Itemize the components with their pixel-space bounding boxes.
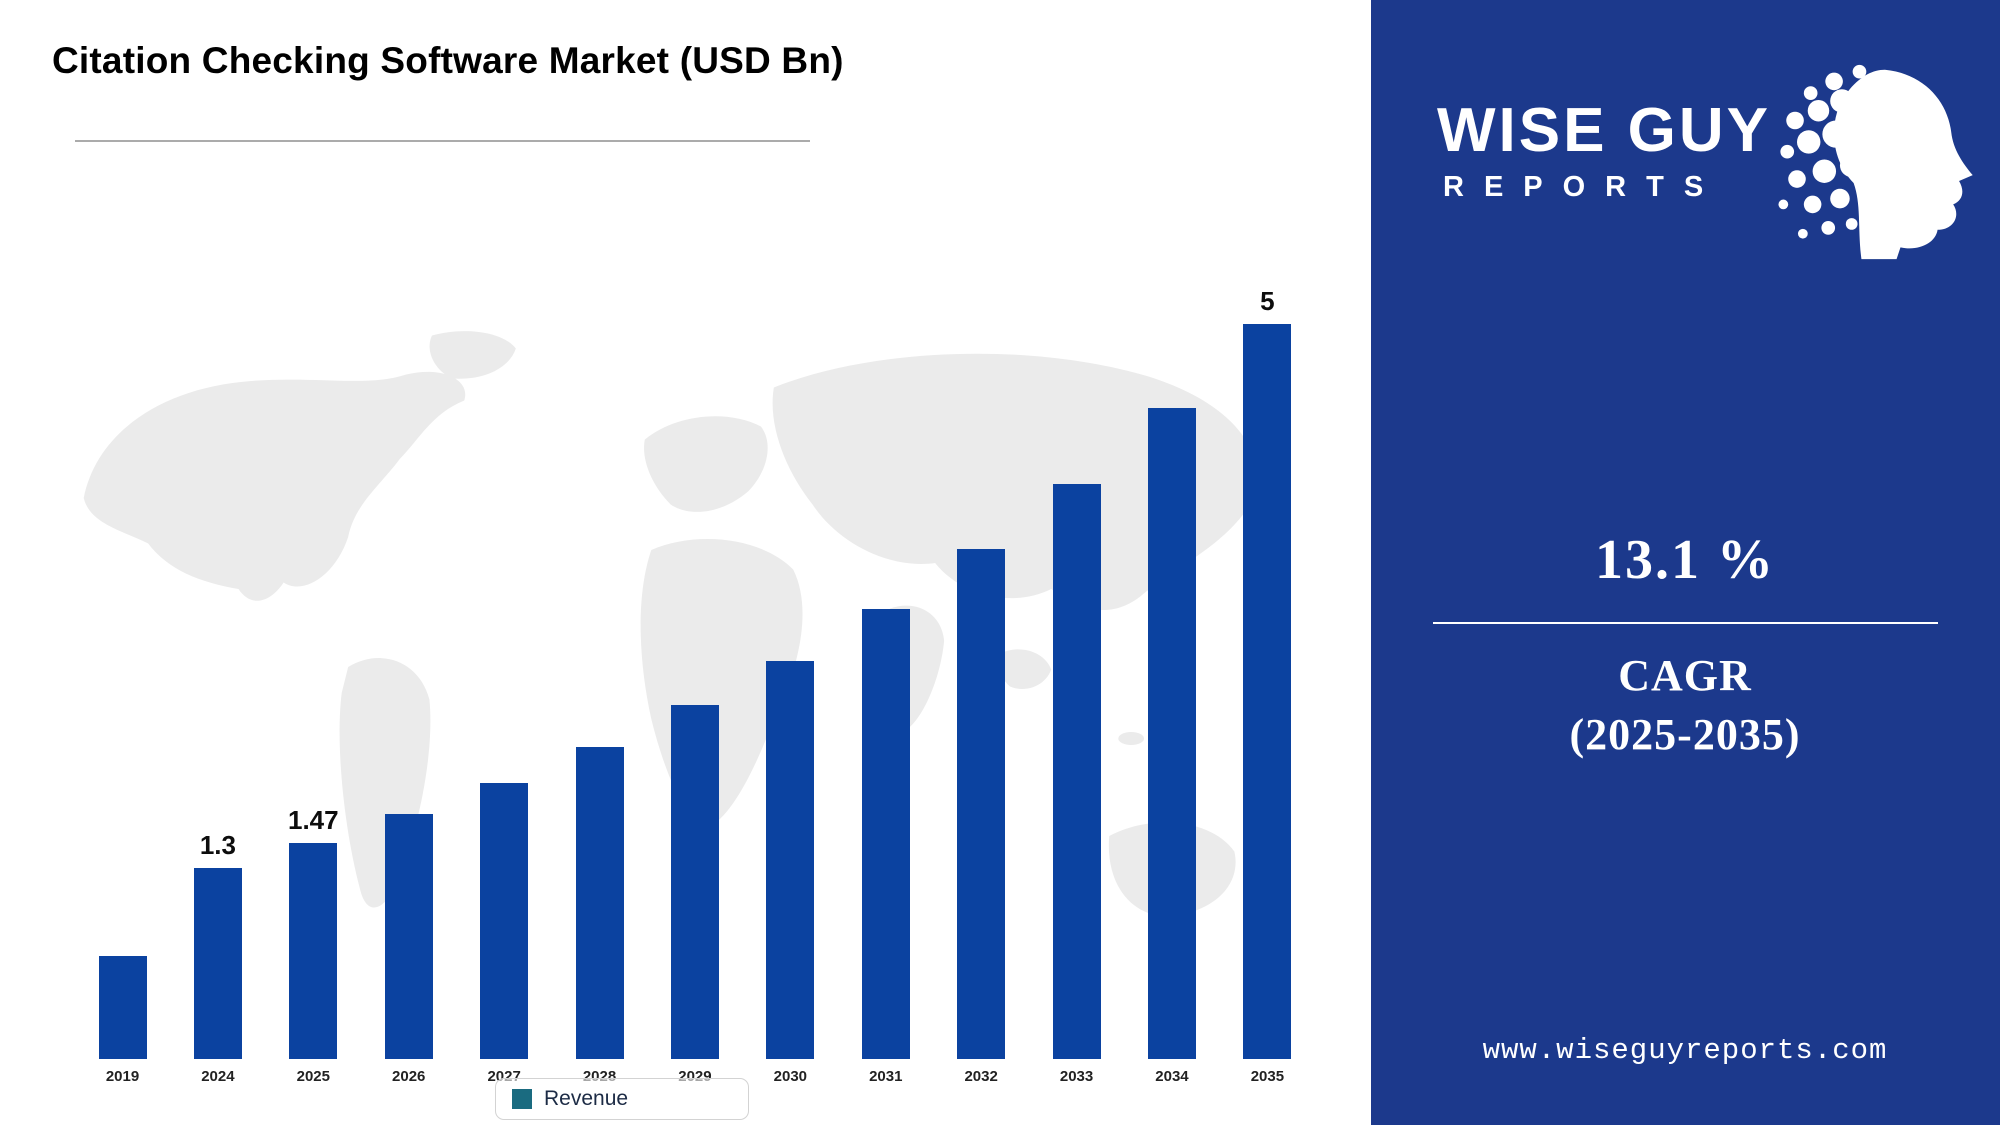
revenue-bar	[98, 956, 147, 1059]
bar-column: 2029	[647, 667, 742, 1087]
wise-guy-logo: WISE GUY REPORTS	[1437, 98, 1771, 204]
revenue-bar	[766, 661, 815, 1059]
chart-title: Citation Checking Software Market (USD B…	[52, 40, 844, 81]
x-axis-label: 2032	[964, 1068, 998, 1085]
x-axis-label: 2030	[773, 1068, 808, 1085]
bar-column: 2032	[934, 511, 1029, 1087]
chart-panel: Citation Checking Software Market (USD B…	[52, 40, 1315, 1120]
x-axis-label: 2035	[1250, 1068, 1285, 1085]
title-divider	[75, 140, 810, 142]
x-axis-label: 2034	[1155, 1068, 1189, 1085]
revenue-bar	[575, 747, 624, 1059]
bar-column: 2019	[75, 918, 170, 1087]
website-url: www.wiseguyreports.com	[1482, 1034, 1888, 1067]
sidebar: WISE GUY REPORTS 13.1 % CAGR (2025-2035)	[1371, 0, 2000, 1125]
bar-column: 2027	[457, 745, 552, 1087]
cagr-label: CAGR	[1618, 651, 1752, 700]
revenue-bar	[480, 783, 529, 1059]
bar-column: 2033	[1029, 446, 1124, 1087]
bar-column: 2030	[743, 623, 838, 1087]
bar-column: 2031	[838, 571, 933, 1087]
cagr-period: (2025-2035)	[1569, 710, 1801, 759]
revenue-bar	[384, 814, 433, 1059]
revenue-bar	[1147, 408, 1196, 1059]
bars: 2019 1.3 2024 1.47 2025 2026 2027 2028 2029 2030 2…	[75, 282, 1315, 1087]
revenue-bar	[289, 843, 338, 1059]
x-axis-label: 2025	[296, 1068, 330, 1085]
x-axis-label: 2024	[201, 1068, 235, 1085]
cagr-block: 13.1 % CAGR (2025-2035)	[1405, 528, 1965, 760]
bar-column: 5 2035	[1220, 286, 1315, 1087]
revenue-bar	[670, 705, 719, 1059]
bar-value-label: 1.3	[199, 830, 236, 860]
bar-column: 1.3 2024	[170, 830, 265, 1087]
revenue-bar	[1052, 484, 1101, 1059]
x-axis-label: 2031	[869, 1068, 903, 1085]
legend-color-swatch	[512, 1089, 532, 1109]
legend-label: Revenue	[544, 1087, 629, 1110]
revenue-bar	[1243, 324, 1292, 1059]
revenue-bar	[861, 609, 910, 1059]
legend: Revenue	[495, 1078, 750, 1120]
revenue-bar	[957, 549, 1006, 1059]
logo-wordmark-line1: WISE GUY	[1437, 96, 1772, 165]
bar-column: 1.47 2025	[266, 805, 361, 1087]
x-axis-label: 2026	[392, 1068, 426, 1085]
cagr-value: 13.1 %	[1595, 529, 1775, 591]
bar-value-label: 5	[1260, 286, 1275, 316]
x-axis-label: 2019	[105, 1068, 140, 1085]
bar-column: 2034	[1124, 370, 1219, 1087]
logo-wordmark-line2: REPORTS	[1443, 171, 1724, 204]
bar-column: 2028	[552, 709, 647, 1087]
head-dots-logo-icon	[1778, 64, 1973, 260]
x-axis-label: 2033	[1059, 1068, 1094, 1085]
cagr-divider	[1432, 622, 1938, 624]
bar-column: 2026	[361, 776, 456, 1087]
bar-value-label: 1.47	[288, 805, 339, 835]
revenue-bar	[193, 868, 242, 1059]
